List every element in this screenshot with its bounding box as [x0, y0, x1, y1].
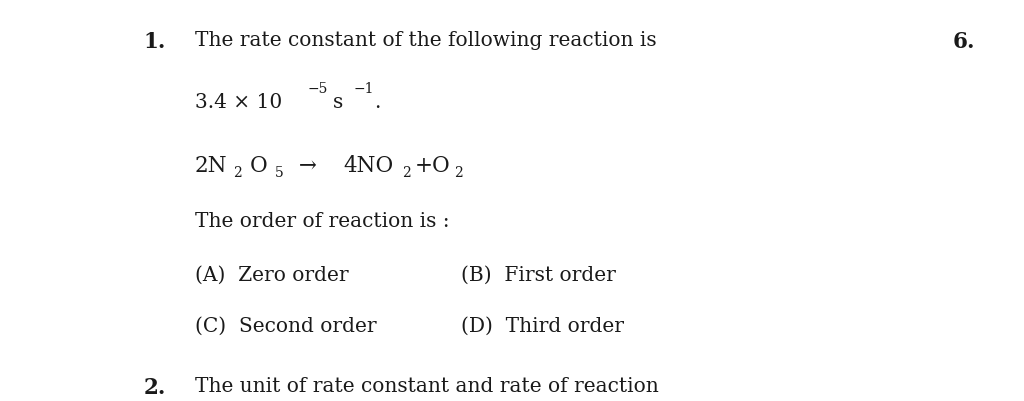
- Text: 3.4 × 10: 3.4 × 10: [195, 93, 282, 112]
- Text: .: .: [374, 93, 380, 112]
- Text: →: →: [292, 155, 324, 177]
- Text: (C)  Second order: (C) Second order: [195, 316, 376, 335]
- Text: −1: −1: [353, 81, 374, 95]
- Text: −5: −5: [307, 81, 328, 95]
- Text: O: O: [250, 155, 267, 177]
- Text: 5: 5: [274, 166, 284, 180]
- Text: (D)  Third order: (D) Third order: [461, 316, 624, 335]
- Text: The rate constant of the following reaction is: The rate constant of the following react…: [195, 31, 656, 50]
- Text: 6.: 6.: [952, 31, 975, 53]
- Text: 1.: 1.: [143, 31, 166, 53]
- Text: (A)  Zero order: (A) Zero order: [195, 266, 348, 285]
- Text: 4NO: 4NO: [343, 155, 393, 177]
- Text: (B)  First order: (B) First order: [461, 266, 615, 285]
- Text: 2: 2: [233, 166, 243, 180]
- Text: s: s: [333, 93, 343, 112]
- Text: The unit of rate constant and rate of reaction: The unit of rate constant and rate of re…: [195, 377, 658, 396]
- Text: 2: 2: [454, 166, 463, 180]
- Text: 2: 2: [402, 166, 412, 180]
- Text: 2.: 2.: [143, 377, 166, 399]
- Text: 2N: 2N: [195, 155, 227, 177]
- Text: The order of reaction is :: The order of reaction is :: [195, 212, 450, 231]
- Text: +O: +O: [415, 155, 451, 177]
